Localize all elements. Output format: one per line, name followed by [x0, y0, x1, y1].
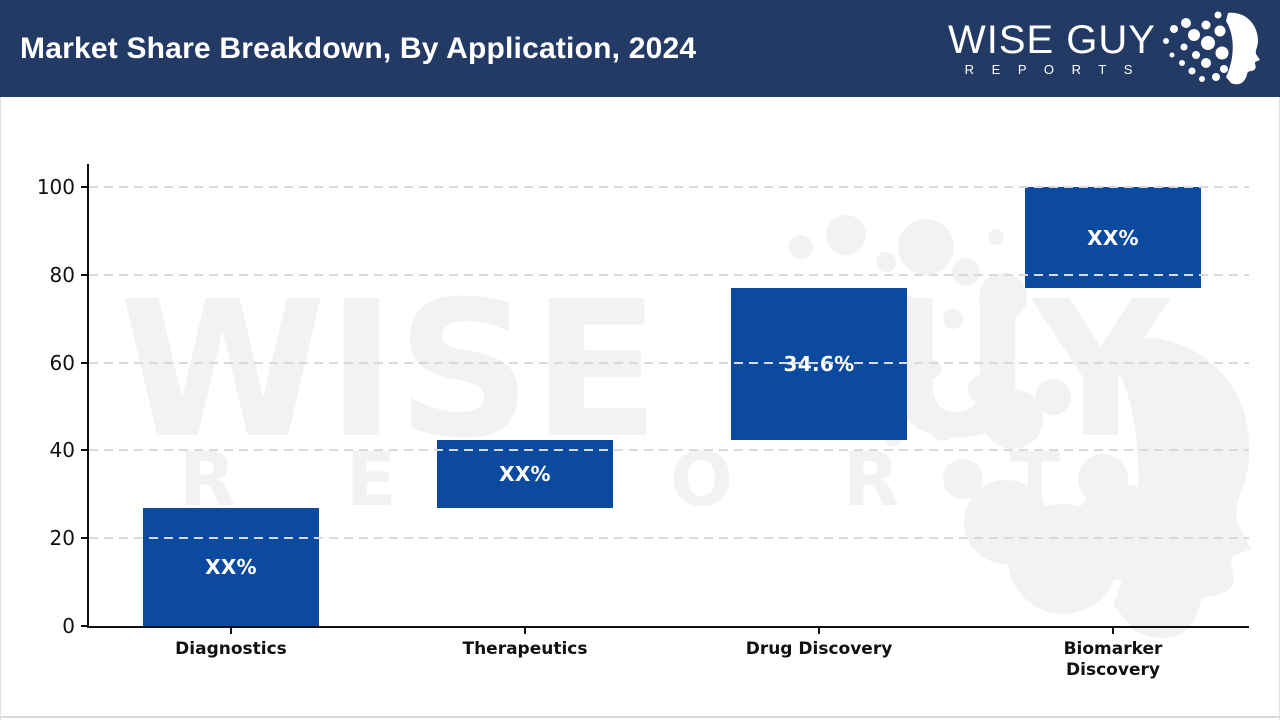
- logo-sub-text: R E P O R T S: [964, 62, 1140, 77]
- bar-value-label: XX%: [205, 554, 257, 579]
- y-axis-tick-label: 40: [49, 438, 75, 463]
- gridline-20: [89, 537, 1249, 540]
- y-axis-tick-label: 0: [62, 614, 75, 638]
- chart-area: WISE GUY R E P O R T S XX% Diagnostics XX%…: [0, 97, 1280, 720]
- y-tick: [81, 186, 89, 188]
- y-axis-line: [87, 164, 89, 628]
- y-axis-tick-label: 60: [49, 350, 75, 375]
- x-tick: [524, 626, 526, 634]
- x-axis-label: Therapeutics: [462, 639, 588, 659]
- y-axis-tick-label: 80: [49, 262, 75, 287]
- x-tick: [818, 626, 820, 634]
- logo-text: WISE GUY R E P O R T S: [948, 20, 1156, 77]
- page-title: Market Share Breakdown, By Application, …: [20, 31, 697, 65]
- x-axis-label: Diagnostics: [175, 639, 287, 659]
- gridline-100: [89, 186, 1249, 188]
- y-tick: [81, 449, 89, 452]
- logo-brand-text: WISE GUY: [947, 18, 1156, 62]
- bar-therapeutics: XX%: [437, 440, 613, 508]
- gridline-80: [89, 273, 1249, 276]
- y-axis-tick-label: 100: [36, 175, 75, 199]
- y-tick: [81, 537, 89, 540]
- x-axis-line: [87, 626, 1249, 628]
- bottom-border: [1, 716, 1280, 718]
- bar-drug-discovery: 34.6%: [731, 288, 907, 441]
- gridline-60: [89, 361, 1249, 364]
- y-tick: [81, 625, 89, 627]
- header-bar: Market Share Breakdown, By Application, …: [0, 0, 1280, 97]
- y-tick: [81, 361, 89, 364]
- logo-head-icon: [1163, 11, 1260, 84]
- y-axis-tick-label: 20: [49, 526, 75, 551]
- y-tick: [81, 273, 89, 276]
- bar-value-label: XX%: [1087, 225, 1139, 250]
- wiseguy-logo: WISE GUY R E P O R T S: [948, 0, 1266, 97]
- bar-value-label: XX%: [499, 462, 551, 487]
- waterfall-chart: XX% Diagnostics XX% Therapeutics 34.6% Drug D…: [1, 97, 1280, 720]
- bar-biomarker-discovery: XX%: [1025, 187, 1201, 289]
- x-axis-label: Drug Discovery: [745, 639, 893, 659]
- x-tick: [230, 626, 232, 634]
- bar-diagnostics: XX%: [143, 507, 319, 626]
- x-axis-label: Biomarker Discovery: [1063, 639, 1163, 680]
- bar-value-label: 34.6%: [783, 352, 855, 377]
- gridline-40: [89, 449, 1249, 452]
